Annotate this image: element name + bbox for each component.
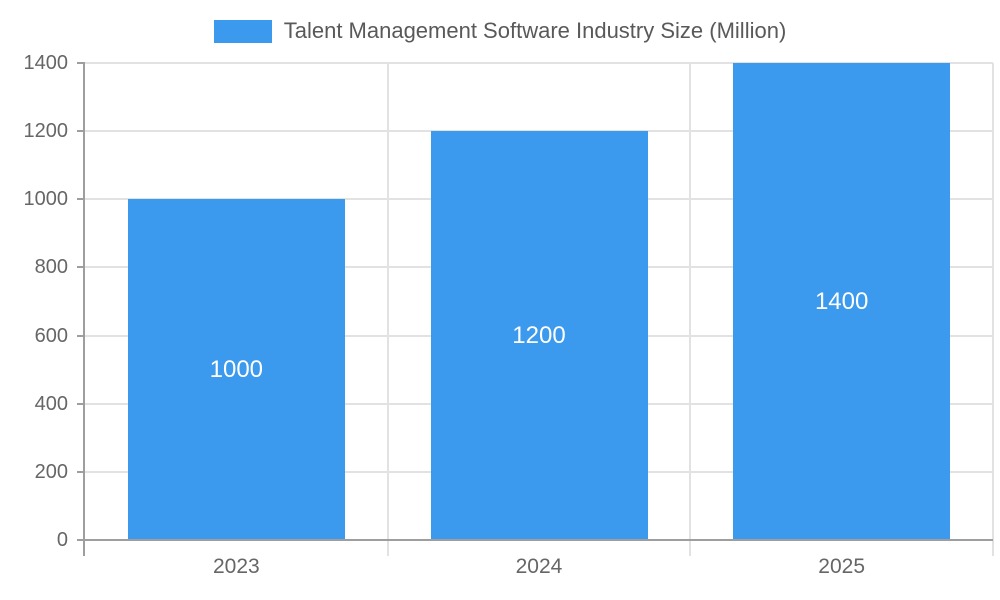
x-axis-line <box>83 539 993 541</box>
y-axis-tick-label: 0 <box>56 529 68 551</box>
y-axis-tick-label: 600 <box>34 324 68 347</box>
grid-line-vertical <box>386 63 389 540</box>
bar-value-label: 1200 <box>512 321 566 349</box>
grid-line-horizontal <box>85 62 993 64</box>
y-axis-tick-label: 200 <box>34 460 68 483</box>
bar-value-label: 1000 <box>209 355 264 383</box>
x-axis-tick <box>689 540 692 556</box>
y-axis-tick <box>77 62 85 64</box>
legend-swatch <box>213 19 272 43</box>
y-axis-tick <box>77 266 85 269</box>
bar[interactable] <box>733 63 951 540</box>
grid-line-vertical <box>689 63 692 540</box>
y-axis-tick <box>77 334 85 337</box>
y-axis-tick <box>77 470 85 473</box>
bar-value-label: 1400 <box>814 287 869 315</box>
x-axis-tick <box>386 540 389 556</box>
y-axis-tick <box>77 198 85 201</box>
y-axis-tick <box>77 402 85 405</box>
x-axis-tick <box>992 540 994 556</box>
y-axis-tick-label: 1400 <box>23 52 69 74</box>
grid-line-vertical <box>992 63 994 540</box>
y-axis-tick-label: 1200 <box>23 120 69 143</box>
y-axis-tick-label: 800 <box>34 256 68 279</box>
bar[interactable] <box>127 199 345 540</box>
y-axis-tick-label: 1000 <box>23 188 69 211</box>
y-axis-line <box>83 63 85 556</box>
legend-label: Talent Management Software Industry Size… <box>283 18 787 43</box>
x-axis-tick-label: 2024 <box>515 555 563 578</box>
y-axis-tick-label: 400 <box>34 392 68 415</box>
y-axis-tick <box>77 130 85 133</box>
x-axis-tick-label: 2023 <box>212 555 260 578</box>
y-axis-tick <box>77 539 85 541</box>
legend[interactable]: Talent Management Software Industry Size… <box>0 18 1000 44</box>
bar[interactable] <box>430 131 648 540</box>
x-axis-tick-label: 2025 <box>818 555 866 578</box>
